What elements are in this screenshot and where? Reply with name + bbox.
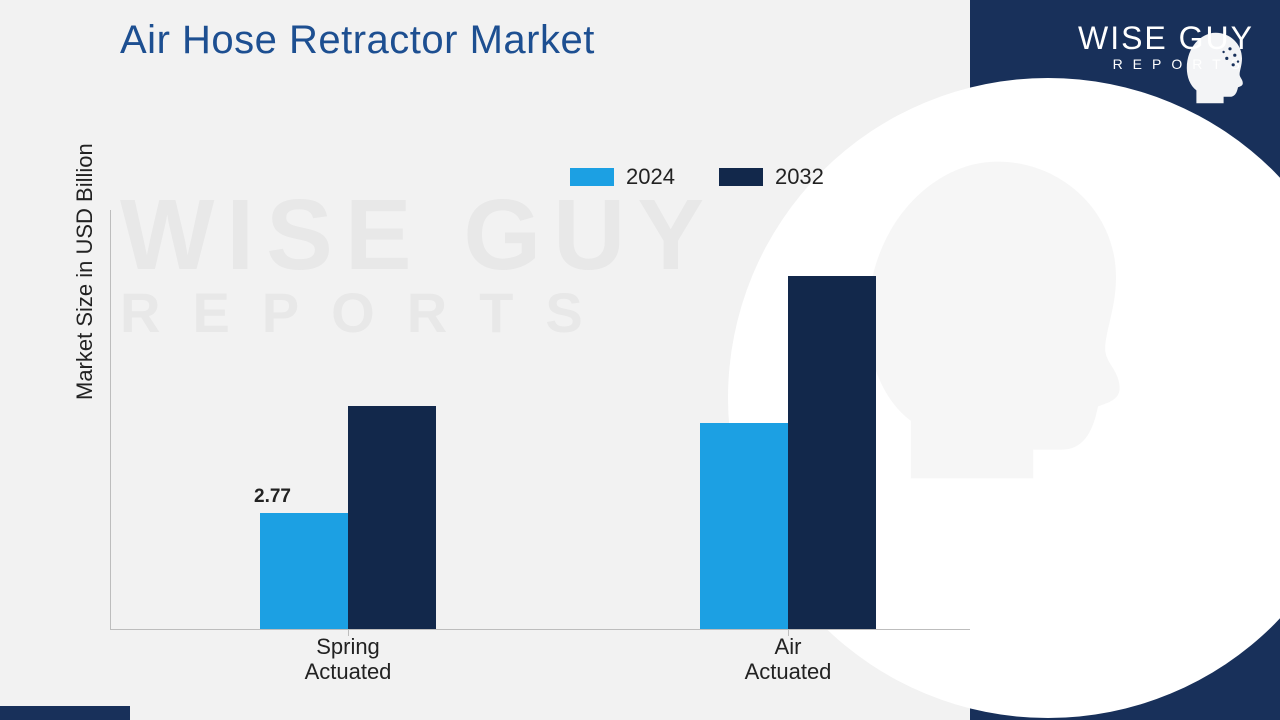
legend-swatch-2024 <box>570 168 614 186</box>
brand-logo: WISE GUY REPORTS <box>1078 22 1254 72</box>
brand-subtitle: REPORTS <box>1078 56 1254 72</box>
category-label-spring: SpringActuated <box>258 634 438 685</box>
y-axis-label: Market Size in USD Billion <box>72 143 98 400</box>
bar-spring-2024 <box>260 513 348 629</box>
legend-item-2032: 2032 <box>719 164 824 190</box>
bar-group-air <box>700 276 876 629</box>
value-label-spring-2024: 2.77 <box>254 486 291 508</box>
bar-air-2024 <box>700 423 788 629</box>
legend-label-2032: 2032 <box>775 164 824 190</box>
legend-item-2024: 2024 <box>570 164 675 190</box>
bar-spring-2032 <box>348 406 436 629</box>
category-label-air: AirActuated <box>698 634 878 685</box>
chart-legend: 2024 2032 <box>570 164 824 190</box>
brand-name: WISE GUY <box>1078 22 1254 54</box>
x-axis-line <box>110 629 970 630</box>
legend-label-2024: 2024 <box>626 164 675 190</box>
chart-title: Air Hose Retractor Market <box>120 18 595 63</box>
y-axis-line <box>110 210 111 630</box>
legend-swatch-2032 <box>719 168 763 186</box>
bottom-accent-bar <box>0 706 130 720</box>
chart-canvas: WISE GUY REPORTS Air Hose Retractor Mark… <box>0 0 1280 720</box>
chart-plot-area: 2.77 SpringActuated AirActuated <box>110 210 970 630</box>
bar-group-spring <box>260 406 436 629</box>
bar-air-2032 <box>788 276 876 629</box>
